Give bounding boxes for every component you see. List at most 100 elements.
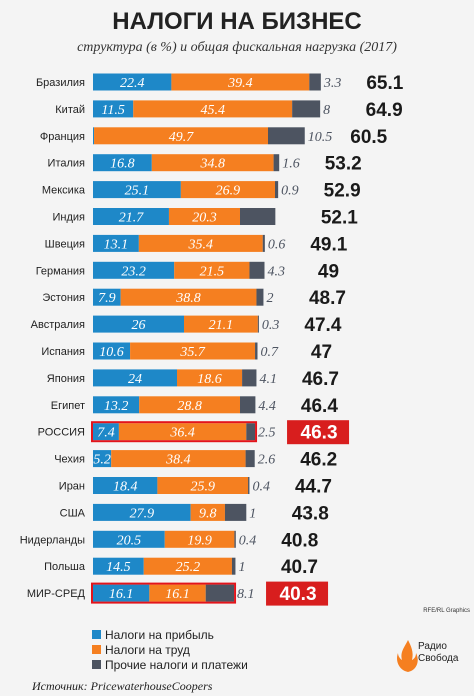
category-label: Мексика	[42, 185, 86, 197]
logo-line-1: Радио	[418, 641, 447, 652]
segment-label-labor: 35.4	[188, 237, 214, 252]
category-label: Польша	[44, 561, 86, 573]
total-value: 46.3	[301, 423, 338, 444]
radio-svoboda-logo	[397, 640, 418, 672]
category-label: Чехия	[54, 454, 85, 466]
chart-title: НАЛОГИ НА БИЗНЕС	[112, 8, 362, 35]
bar-segment-other	[248, 477, 250, 494]
segment-label-other: 8	[323, 103, 330, 118]
bar-segment-labor	[94, 127, 268, 145]
bar-segment-labor	[120, 288, 257, 306]
segment-label-labor: 26.9	[216, 184, 241, 199]
bar-segment-profit	[93, 450, 112, 468]
bar-segment-profit	[93, 342, 131, 360]
bar-segment-labor	[111, 450, 246, 468]
category-label: Китай	[55, 104, 85, 116]
segment-label-labor: 25.2	[176, 560, 201, 575]
legend-label-profit: Налоги на прибыль	[105, 628, 214, 642]
segment-label-profit: 13.2	[104, 399, 129, 414]
bar-segment-other	[246, 423, 256, 441]
bar-segment-profit	[93, 154, 152, 172]
bar-segment-labor	[133, 100, 293, 118]
bar-segment-labor	[177, 369, 243, 387]
segment-label-labor: 25.9	[190, 480, 215, 495]
segment-label-other: 2.6	[258, 453, 276, 468]
bar-segment-profit	[93, 73, 172, 91]
bar-segment-profit	[93, 477, 158, 494]
total-value: 52.1	[321, 208, 358, 229]
total-highlight-box	[266, 581, 329, 606]
segment-label-profit: 21.7	[119, 211, 145, 226]
bar-segment-profit	[93, 530, 165, 548]
bar-segment-labor	[138, 234, 263, 252]
total-value: 60.5	[350, 127, 387, 148]
bar-segment-other	[292, 100, 321, 118]
segment-label-other: 4.4	[258, 399, 276, 414]
total-value: 48.7	[309, 288, 346, 309]
bar-segment-other	[309, 73, 321, 91]
category-label: Италия	[48, 158, 86, 170]
segment-label-labor: 45.4	[200, 103, 225, 118]
segment-label-labor: 35.7	[179, 345, 206, 360]
bar-segment-labor	[180, 181, 275, 199]
bar-segment-profit	[93, 369, 177, 387]
category-label: МИР-СРЕД	[27, 588, 86, 600]
segment-label-labor: 38.8	[175, 291, 201, 306]
category-label: Нидерланды	[20, 534, 85, 546]
segment-label-profit: 23.2	[121, 264, 146, 279]
segment-label-profit: 27.9	[130, 506, 155, 521]
category-label: РОССИЯ	[38, 427, 85, 439]
logo-flame-icon	[397, 640, 418, 672]
bar-segment-profit	[93, 423, 119, 441]
segment-label-labor: 28.8	[177, 399, 202, 414]
segment-label-labor: 34.8	[199, 157, 225, 172]
bar-segment-profit	[93, 208, 169, 225]
bar-segment-profit	[93, 315, 184, 333]
segment-label-labor: 39.4	[227, 76, 253, 91]
total-value: 53.2	[325, 154, 362, 175]
total-value: 65.1	[366, 73, 403, 94]
category-label: Франция	[40, 131, 85, 143]
total-value: 40.8	[281, 530, 318, 551]
bar-segment-labor	[171, 73, 310, 91]
bar-segment-other	[245, 450, 255, 468]
bar-segment-other	[256, 288, 264, 306]
segment-label-other: 0.3	[262, 318, 280, 333]
segment-label-profit: 16.1	[109, 587, 134, 602]
bar-segment-other	[240, 396, 256, 414]
total-value: 40.3	[280, 584, 317, 605]
graphics-credit: RFE/RL Graphics	[423, 608, 470, 614]
legend-label-labor: Налоги на труд	[105, 643, 190, 657]
segment-label-profit: 22.4	[120, 76, 145, 91]
bar-segment-labor	[151, 154, 274, 172]
legend-label-other: Прочие налоги и платежи	[105, 658, 248, 672]
bar-segment-labor	[157, 477, 249, 494]
source-note: Источник: PricewaterhouseCoopers	[32, 679, 213, 693]
total-value: 47	[311, 342, 332, 363]
segment-label-other: 1	[238, 560, 245, 575]
segment-label-profit: 7.4	[97, 426, 115, 441]
bar-segment-labor	[168, 208, 240, 225]
category-label: Египет	[51, 400, 85, 412]
category-label: Бразилия	[36, 77, 85, 89]
highlight-outline	[91, 421, 258, 443]
segment-label-other: 1.6	[282, 157, 300, 172]
segment-label-profit: 7.9	[98, 291, 116, 306]
logo-text: Радио Свобода	[418, 641, 458, 665]
total-value: 46.7	[302, 369, 339, 390]
bar-segment-other	[268, 127, 305, 145]
category-label: Индия	[52, 212, 85, 224]
bar-segment-other	[262, 234, 265, 252]
segment-label-other: 0.9	[281, 184, 299, 199]
legend-swatch-profit	[92, 630, 101, 639]
segment-label-profit: 11.5	[101, 103, 124, 118]
segment-label-labor: 21.1	[209, 318, 234, 333]
bar-segment-other	[255, 342, 258, 360]
total-value: 46.4	[301, 396, 338, 417]
legend-item-profit: Налоги на прибыль	[92, 628, 214, 642]
highlight-outline	[91, 582, 237, 604]
segment-label-labor: 49.7	[169, 130, 195, 145]
bar-segment-other	[224, 503, 247, 521]
legend-swatch-other	[92, 660, 101, 669]
